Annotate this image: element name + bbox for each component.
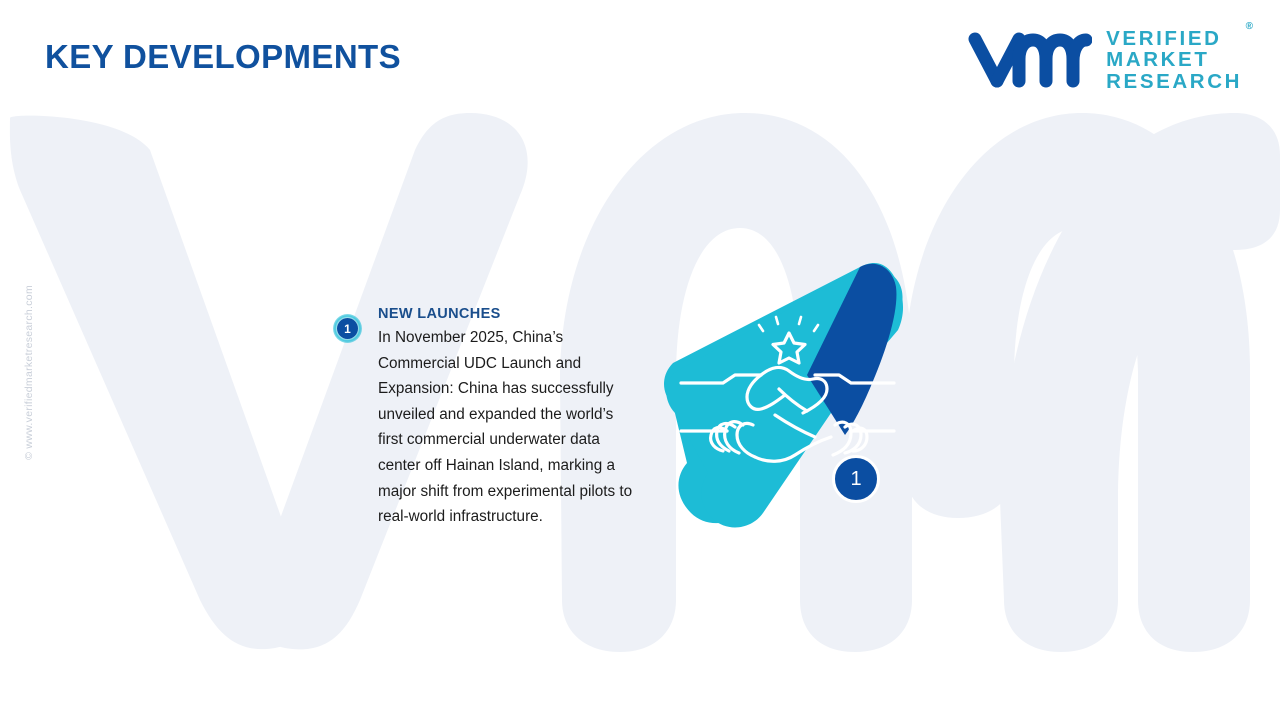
item-body: NEW LAUNCHES In November 2025, China’s C… — [378, 306, 633, 530]
logo-line-market: MARKET — [1106, 48, 1210, 72]
logo-wordmark: VERIFIED MARKET RESEARCH ® — [1106, 21, 1253, 93]
page-title: KEY DEVELOPMENTS — [45, 38, 402, 75]
side-watermark-url: © www.verifiedmarketresearch.com — [23, 285, 35, 460]
key-development-graphic: 1 — [655, 255, 920, 535]
item-description: In November 2025, China’s Commercial UDC… — [378, 329, 633, 526]
item-number-badge: 1 — [333, 314, 362, 343]
vmr-logo-mark-icon — [968, 32, 1093, 88]
registered-trademark-icon: ® — [1245, 21, 1253, 32]
item-heading: NEW LAUNCHES — [378, 306, 501, 322]
graphic-number-badge: 1 — [832, 455, 880, 503]
logo-line-verified: VERIFIED — [1106, 27, 1222, 50]
key-development-item-1: 1 NEW LAUNCHES In November 2025, China’s… — [333, 306, 633, 530]
badge-number: 1 — [337, 318, 358, 339]
logo-line-research: RESEARCH — [1106, 69, 1242, 93]
page-header: KEY DEVELOPMENTS VERIFIED MARKET RESEARC… — [0, 0, 1280, 113]
verified-market-research-logo: VERIFIED MARKET RESEARCH ® — [967, 21, 1253, 93]
triangle-graphic-svg — [664, 263, 904, 528]
